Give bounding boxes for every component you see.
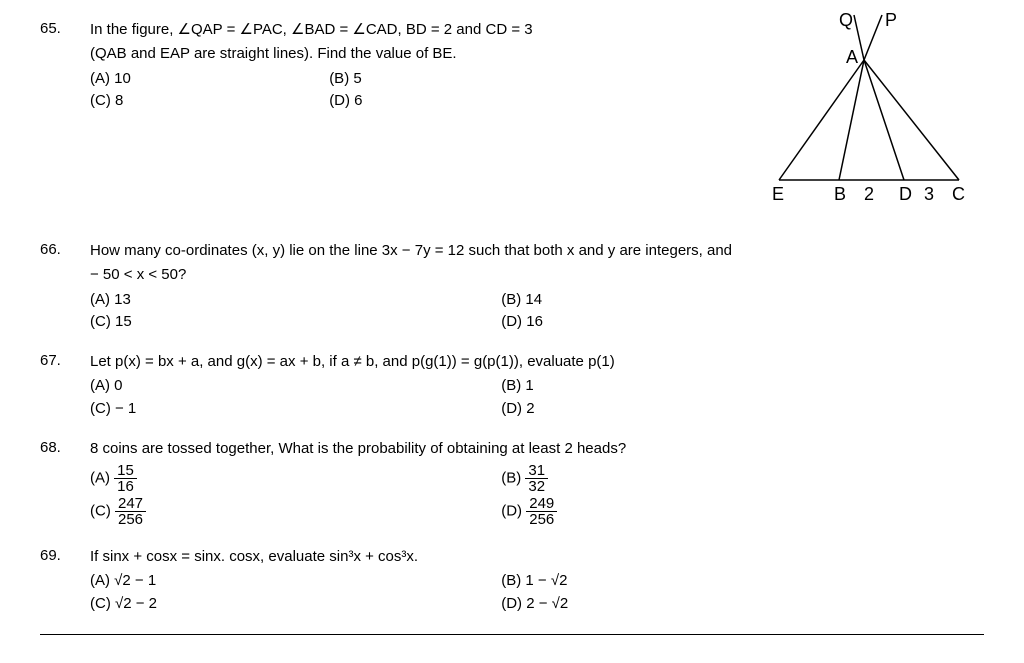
- question-text-line: How many co-ordinates (x, y) lie on the …: [90, 241, 984, 261]
- label-Q: Q: [839, 10, 853, 30]
- question-66: 66. How many co-ordinates (x, y) lie on …: [40, 241, 984, 334]
- label-A: A: [846, 47, 858, 67]
- question-number: 68.: [40, 439, 90, 529]
- option-a[interactable]: (A) √2 − 1: [90, 571, 501, 591]
- option-c[interactable]: (C) √2 − 2: [90, 594, 501, 614]
- question-number: 65.: [40, 20, 90, 113]
- question-text-line: Let p(x) = bx + a, and g(x) = ax + b, if…: [90, 352, 984, 372]
- option-d[interactable]: (D) 6: [329, 91, 568, 111]
- question-65: Q P A E B 2 D 3 C 65. In the figure, ∠QA…: [40, 20, 984, 113]
- option-d[interactable]: (D) 2: [501, 399, 912, 419]
- question-number: 69.: [40, 547, 90, 616]
- option-a[interactable]: (A) 13: [90, 290, 501, 310]
- question-69: 69. If sinx + cosx = sinx. cosx, evaluat…: [40, 547, 984, 616]
- option-c[interactable]: (C) 8: [90, 91, 329, 111]
- footer-divider: [40, 634, 984, 635]
- label-B: B: [834, 184, 846, 204]
- option-b[interactable]: (B) 1 − √2: [501, 571, 912, 591]
- option-a[interactable]: (A) 10: [90, 69, 329, 89]
- option-prefix: (A): [90, 469, 114, 486]
- option-c[interactable]: (C) 247256: [90, 496, 501, 527]
- option-c[interactable]: (C) 15: [90, 312, 501, 332]
- option-d[interactable]: (D) 16: [501, 312, 912, 332]
- question-text-line: 8 coins are tossed together, What is the…: [90, 439, 984, 459]
- label-C: C: [952, 184, 965, 204]
- question-68: 68. 8 coins are tossed together, What is…: [40, 439, 984, 529]
- question-text-line: If sinx + cosx = sinx. cosx, evaluate si…: [90, 547, 984, 567]
- label-DC: 3: [924, 184, 934, 204]
- option-d[interactable]: (D) 249256: [501, 496, 912, 527]
- option-prefix: (D): [501, 502, 526, 519]
- label-P: P: [885, 10, 897, 30]
- option-prefix: (B): [501, 469, 525, 486]
- option-prefix: (C): [90, 502, 115, 519]
- label-D: D: [899, 184, 912, 204]
- option-b[interactable]: (B) 3132: [501, 463, 912, 494]
- question-text-line: − 50 < x < 50?: [90, 265, 984, 285]
- option-b[interactable]: (B) 1: [501, 376, 912, 396]
- label-BD: 2: [864, 184, 874, 204]
- question-67: 67. Let p(x) = bx + a, and g(x) = ax + b…: [40, 352, 984, 421]
- option-b[interactable]: (B) 14: [501, 290, 912, 310]
- option-a[interactable]: (A) 1516: [90, 463, 501, 494]
- option-b[interactable]: (B) 5: [329, 69, 568, 89]
- figure-65: Q P A E B 2 D 3 C: [764, 10, 974, 209]
- option-d[interactable]: (D) 2 − √2: [501, 594, 912, 614]
- option-a[interactable]: (A) 0: [90, 376, 501, 396]
- option-c[interactable]: (C) − 1: [90, 399, 501, 419]
- question-number: 66.: [40, 241, 90, 334]
- question-number: 67.: [40, 352, 90, 421]
- label-E: E: [772, 184, 784, 204]
